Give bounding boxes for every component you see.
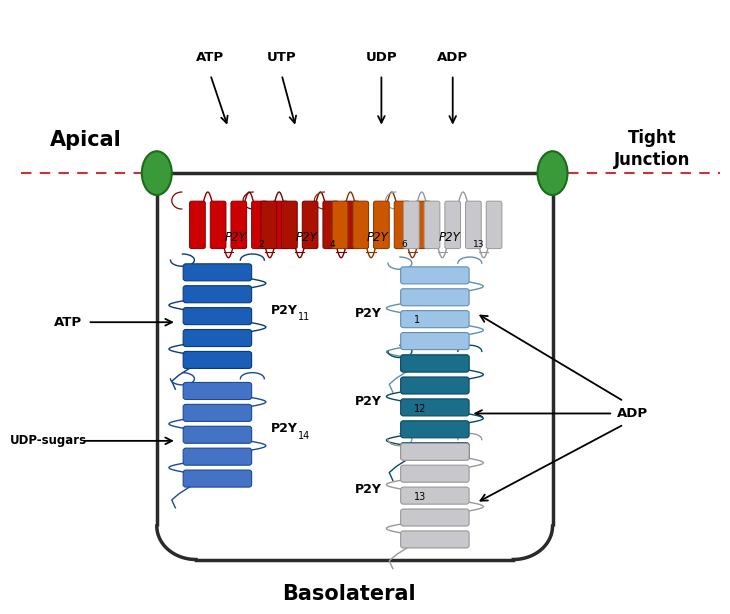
Text: Apical: Apical bbox=[50, 130, 121, 150]
FancyBboxPatch shape bbox=[183, 470, 252, 487]
Text: P2Y: P2Y bbox=[438, 230, 460, 244]
Text: UDP: UDP bbox=[366, 51, 397, 64]
FancyBboxPatch shape bbox=[404, 201, 419, 249]
Text: UTP: UTP bbox=[266, 51, 296, 64]
FancyBboxPatch shape bbox=[401, 355, 469, 372]
FancyBboxPatch shape bbox=[183, 330, 252, 346]
Ellipse shape bbox=[142, 151, 172, 195]
FancyBboxPatch shape bbox=[353, 201, 369, 249]
Text: P2Y: P2Y bbox=[355, 306, 381, 319]
FancyBboxPatch shape bbox=[401, 267, 469, 284]
Text: P2Y: P2Y bbox=[367, 230, 388, 244]
Text: 13: 13 bbox=[413, 492, 426, 502]
FancyBboxPatch shape bbox=[466, 201, 481, 249]
Text: P2Y: P2Y bbox=[271, 422, 298, 435]
FancyBboxPatch shape bbox=[401, 311, 469, 328]
FancyBboxPatch shape bbox=[401, 509, 469, 526]
Text: 1: 1 bbox=[413, 316, 420, 325]
FancyBboxPatch shape bbox=[252, 201, 267, 249]
FancyBboxPatch shape bbox=[401, 333, 469, 349]
FancyBboxPatch shape bbox=[374, 201, 389, 249]
FancyBboxPatch shape bbox=[401, 531, 469, 548]
Text: P2Y: P2Y bbox=[271, 303, 298, 317]
Text: 11: 11 bbox=[298, 313, 310, 322]
Text: P2Y: P2Y bbox=[355, 483, 381, 496]
FancyBboxPatch shape bbox=[401, 421, 469, 438]
Text: P2Y: P2Y bbox=[296, 230, 318, 244]
FancyBboxPatch shape bbox=[394, 201, 410, 249]
Text: 13: 13 bbox=[472, 240, 484, 249]
Text: Basolateral: Basolateral bbox=[283, 584, 416, 604]
FancyBboxPatch shape bbox=[282, 201, 297, 249]
FancyBboxPatch shape bbox=[183, 286, 252, 303]
FancyBboxPatch shape bbox=[401, 487, 469, 504]
FancyBboxPatch shape bbox=[183, 308, 252, 325]
Text: ADP: ADP bbox=[437, 51, 468, 64]
FancyBboxPatch shape bbox=[183, 426, 252, 443]
FancyBboxPatch shape bbox=[302, 201, 318, 249]
FancyBboxPatch shape bbox=[401, 354, 469, 371]
FancyBboxPatch shape bbox=[261, 201, 277, 249]
FancyBboxPatch shape bbox=[231, 201, 247, 249]
FancyBboxPatch shape bbox=[445, 201, 461, 249]
FancyBboxPatch shape bbox=[323, 201, 339, 249]
Text: 12: 12 bbox=[413, 403, 426, 414]
Text: ADP: ADP bbox=[617, 407, 648, 420]
Text: 4: 4 bbox=[330, 240, 336, 249]
FancyBboxPatch shape bbox=[401, 443, 469, 460]
Text: P2Y: P2Y bbox=[224, 230, 246, 244]
FancyBboxPatch shape bbox=[332, 201, 348, 249]
FancyBboxPatch shape bbox=[183, 351, 252, 368]
FancyBboxPatch shape bbox=[183, 383, 252, 400]
FancyBboxPatch shape bbox=[183, 264, 252, 281]
FancyBboxPatch shape bbox=[344, 201, 359, 249]
FancyBboxPatch shape bbox=[183, 405, 252, 421]
FancyBboxPatch shape bbox=[401, 465, 469, 482]
FancyBboxPatch shape bbox=[486, 201, 502, 249]
Text: UDP-sugars: UDP-sugars bbox=[9, 434, 87, 448]
FancyBboxPatch shape bbox=[190, 201, 205, 249]
Text: ATP: ATP bbox=[196, 51, 224, 64]
Text: ATP: ATP bbox=[53, 316, 82, 328]
FancyBboxPatch shape bbox=[401, 289, 469, 306]
FancyBboxPatch shape bbox=[401, 377, 469, 394]
Text: Tight
Junction: Tight Junction bbox=[614, 129, 691, 169]
FancyBboxPatch shape bbox=[272, 201, 288, 249]
FancyBboxPatch shape bbox=[415, 201, 431, 249]
FancyBboxPatch shape bbox=[401, 443, 469, 460]
Ellipse shape bbox=[537, 151, 567, 195]
FancyBboxPatch shape bbox=[210, 201, 226, 249]
Text: 14: 14 bbox=[298, 431, 310, 441]
Text: 6: 6 bbox=[402, 240, 407, 249]
FancyBboxPatch shape bbox=[183, 448, 252, 465]
FancyBboxPatch shape bbox=[424, 201, 440, 249]
FancyBboxPatch shape bbox=[401, 399, 469, 416]
Text: 2: 2 bbox=[258, 240, 264, 249]
Text: P2Y: P2Y bbox=[355, 395, 381, 408]
